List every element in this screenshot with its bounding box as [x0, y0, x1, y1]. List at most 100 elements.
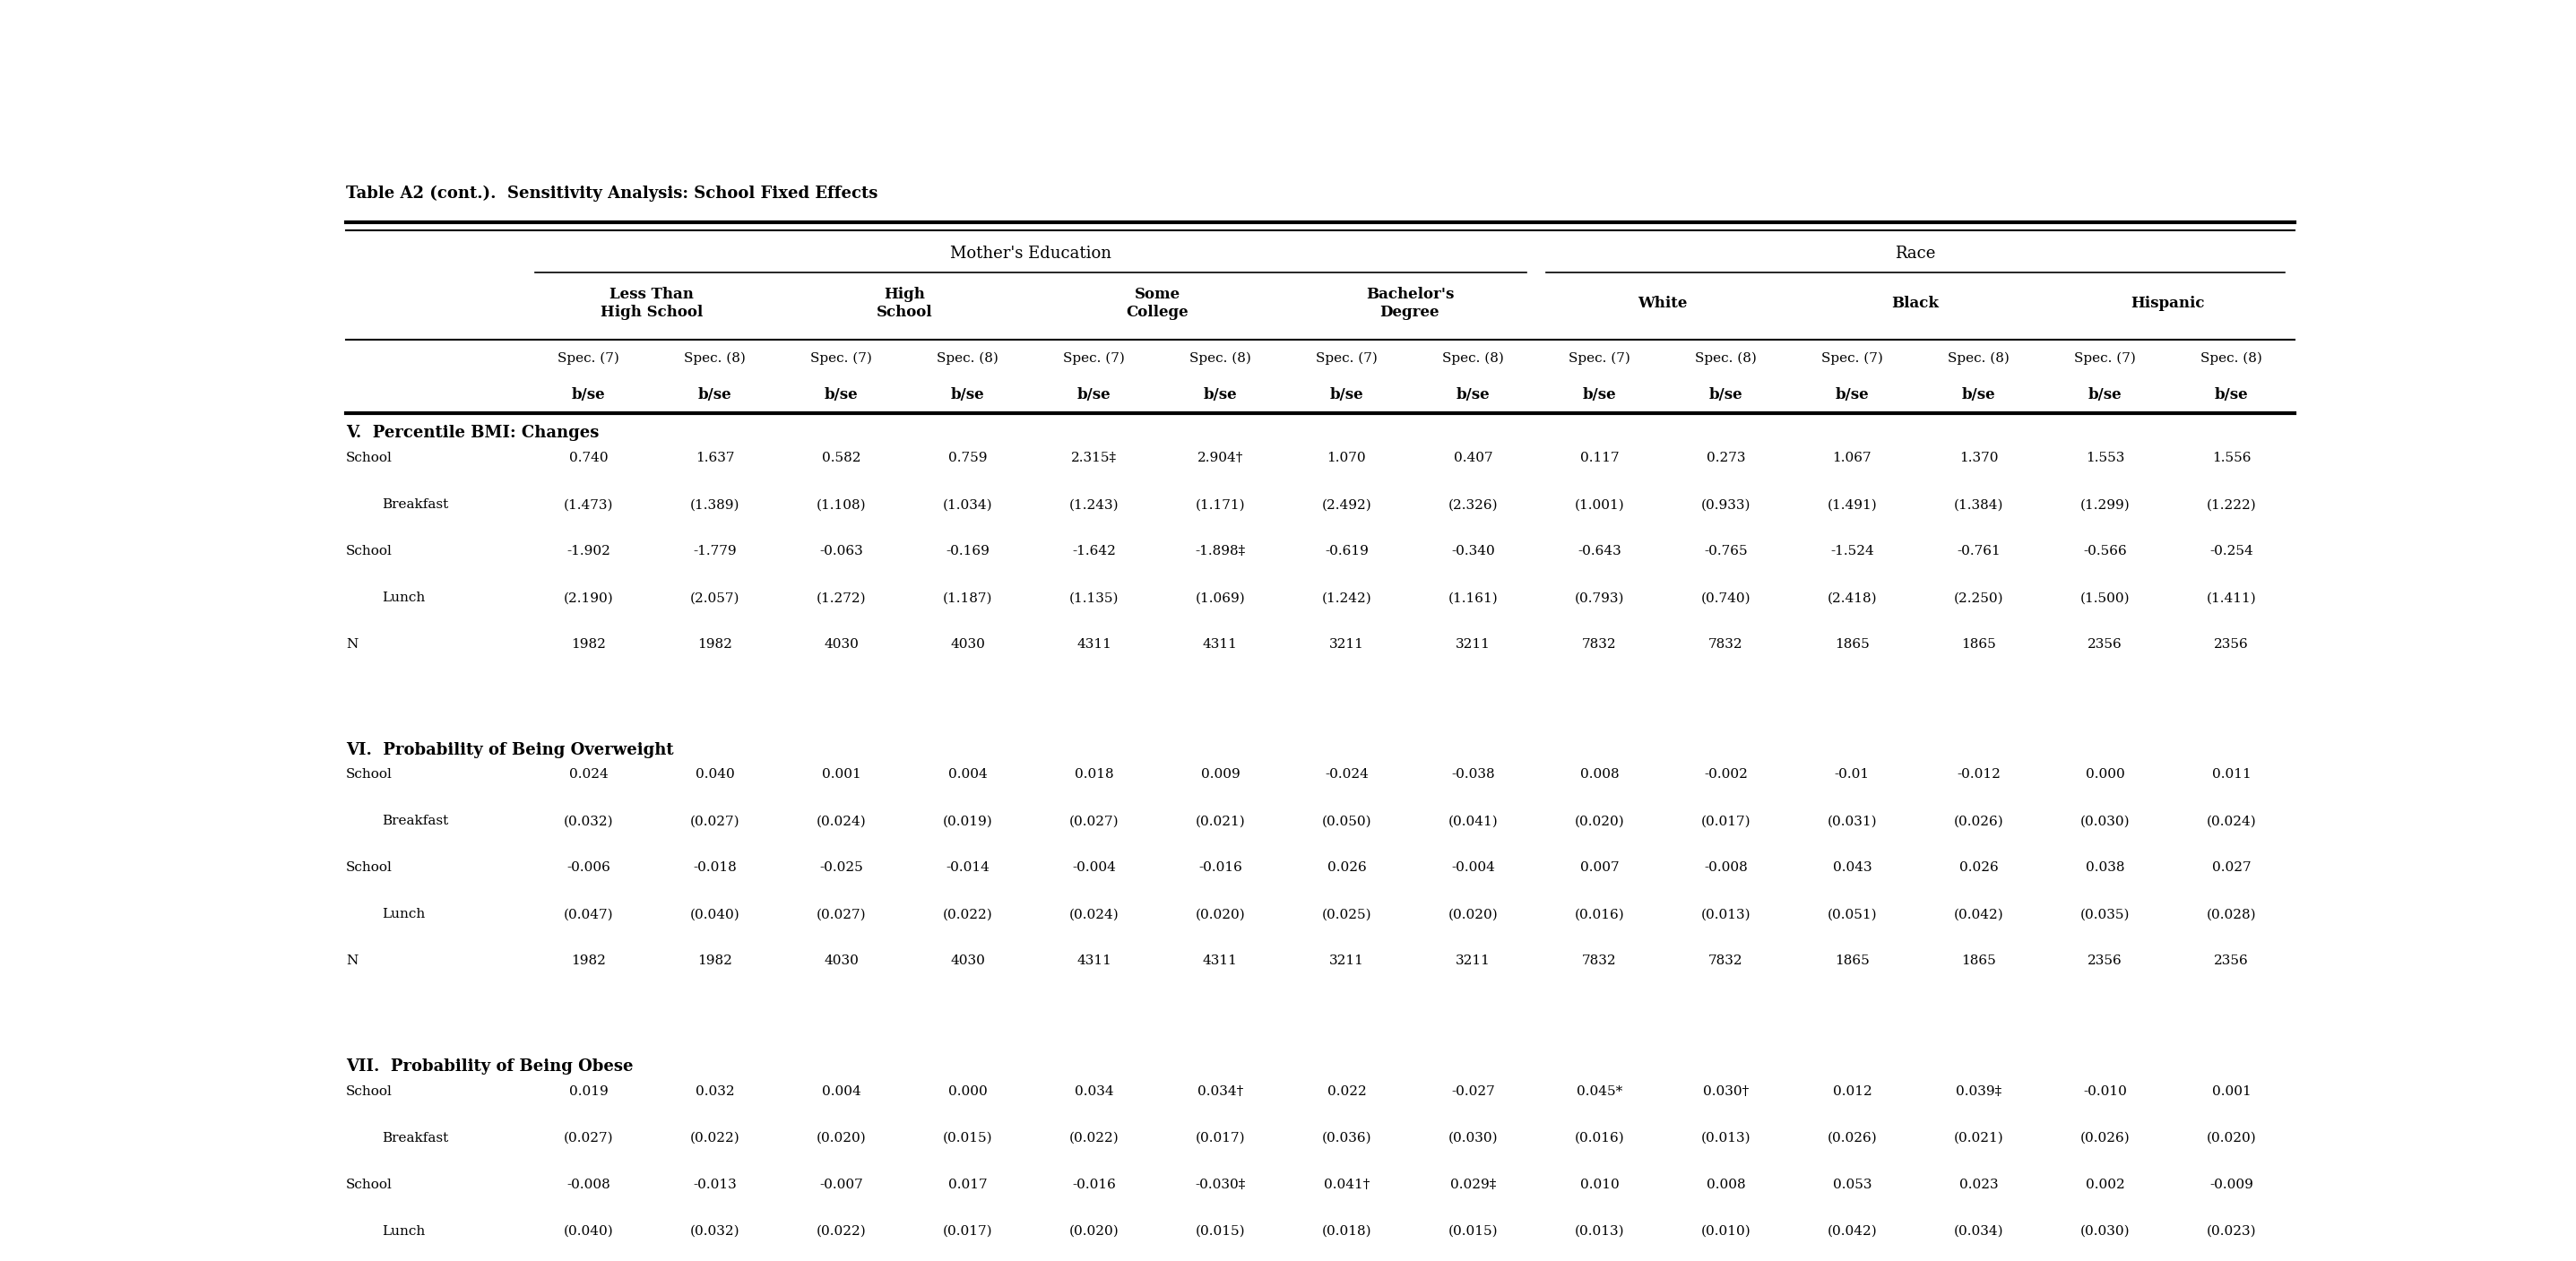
Text: 2356: 2356 — [2087, 638, 2123, 651]
Text: (0.027): (0.027) — [1069, 815, 1118, 827]
Text: 0.034†: 0.034† — [1198, 1084, 1244, 1097]
Text: 1865: 1865 — [1960, 955, 1996, 967]
Text: 0.040: 0.040 — [696, 768, 734, 781]
Text: 2356: 2356 — [2087, 955, 2123, 967]
Text: VI.  Probability of Being Overweight: VI. Probability of Being Overweight — [345, 741, 675, 758]
Text: (0.016): (0.016) — [1574, 908, 1625, 921]
Text: Hispanic: Hispanic — [2130, 295, 2205, 311]
Text: Some
College: Some College — [1126, 286, 1188, 320]
Text: 0.582: 0.582 — [822, 451, 860, 464]
Text: b/se: b/se — [1329, 387, 1363, 402]
Text: (0.021): (0.021) — [1195, 815, 1244, 827]
Text: (0.020): (0.020) — [1448, 908, 1499, 921]
Text: -0.004: -0.004 — [1072, 861, 1115, 874]
Text: 0.740: 0.740 — [569, 451, 608, 464]
Text: (0.022): (0.022) — [817, 1224, 866, 1237]
Text: (1.411): (1.411) — [2205, 591, 2257, 604]
Text: -0.340: -0.340 — [1450, 545, 1494, 557]
Text: 0.008: 0.008 — [1579, 768, 1618, 781]
Text: 4311: 4311 — [1203, 955, 1236, 967]
Text: b/se: b/se — [1455, 387, 1489, 402]
Text: (0.020): (0.020) — [817, 1131, 866, 1144]
Text: (0.023): (0.023) — [2205, 1224, 2257, 1237]
Text: 0.407: 0.407 — [1453, 451, 1492, 464]
Text: -0.007: -0.007 — [819, 1178, 863, 1190]
Text: 0.032: 0.032 — [696, 1084, 734, 1097]
Text: (0.016): (0.016) — [1574, 1131, 1625, 1144]
Text: Black: Black — [1891, 295, 1940, 311]
Text: 2.315‡: 2.315‡ — [1072, 451, 1118, 464]
Text: (0.050): (0.050) — [1321, 815, 1370, 827]
Text: -0.063: -0.063 — [819, 545, 863, 557]
Text: (2.057): (2.057) — [690, 591, 739, 604]
Text: (0.021): (0.021) — [1953, 1131, 2004, 1144]
Text: (2.326): (2.326) — [1448, 498, 1499, 511]
Text: -0.030‡: -0.030‡ — [1195, 1178, 1244, 1190]
Text: (0.026): (0.026) — [1826, 1131, 1878, 1144]
Text: School: School — [345, 768, 392, 781]
Text: (1.389): (1.389) — [690, 498, 739, 511]
Text: (1.171): (1.171) — [1195, 498, 1244, 511]
Text: -1.902: -1.902 — [567, 545, 611, 557]
Text: 1982: 1982 — [572, 955, 605, 967]
Text: (0.793): (0.793) — [1574, 591, 1625, 604]
Text: (1.187): (1.187) — [943, 591, 992, 604]
Text: School: School — [345, 1178, 392, 1190]
Text: 4311: 4311 — [1077, 955, 1110, 967]
Text: 7832: 7832 — [1582, 638, 1618, 651]
Text: Table A2 (cont.).  Sensitivity Analysis: School Fixed Effects: Table A2 (cont.). Sensitivity Analysis: … — [345, 185, 878, 202]
Text: -0.008: -0.008 — [567, 1178, 611, 1190]
Text: -0.002: -0.002 — [1703, 768, 1747, 781]
Text: Spec. (7): Spec. (7) — [1316, 352, 1378, 364]
Text: (0.019): (0.019) — [943, 815, 992, 827]
Text: 0.010: 0.010 — [1579, 1178, 1618, 1190]
Text: -0.008: -0.008 — [1703, 861, 1747, 874]
Text: 0.273: 0.273 — [1705, 451, 1747, 464]
Text: (0.933): (0.933) — [1700, 498, 1752, 511]
Text: (0.020): (0.020) — [2205, 1131, 2257, 1144]
Text: 4030: 4030 — [824, 955, 858, 967]
Text: -0.01: -0.01 — [1834, 768, 1870, 781]
Text: 0.022: 0.022 — [1327, 1084, 1365, 1097]
Text: Lunch: Lunch — [381, 591, 425, 604]
Text: b/se: b/se — [824, 387, 858, 402]
Text: 0.004: 0.004 — [822, 1084, 860, 1097]
Text: (0.032): (0.032) — [564, 815, 613, 827]
Text: -0.004: -0.004 — [1450, 861, 1494, 874]
Text: -0.010: -0.010 — [2084, 1084, 2128, 1097]
Text: (0.034): (0.034) — [1953, 1224, 2004, 1237]
Text: Bachelor's
Degree: Bachelor's Degree — [1365, 286, 1453, 320]
Text: N: N — [345, 955, 358, 967]
Text: b/se: b/se — [2215, 387, 2249, 402]
Text: 0.004: 0.004 — [948, 768, 987, 781]
Text: -0.016: -0.016 — [1072, 1178, 1115, 1190]
Text: (1.473): (1.473) — [564, 498, 613, 511]
Text: 3211: 3211 — [1455, 955, 1492, 967]
Text: -0.619: -0.619 — [1324, 545, 1368, 557]
Text: 7832: 7832 — [1582, 955, 1618, 967]
Text: -0.566: -0.566 — [2084, 545, 2128, 557]
Text: (0.027): (0.027) — [564, 1131, 613, 1144]
Text: (0.051): (0.051) — [1826, 908, 1878, 921]
Text: (0.041): (0.041) — [1448, 815, 1499, 827]
Text: 0.038: 0.038 — [2087, 861, 2125, 874]
Text: 4030: 4030 — [824, 638, 858, 651]
Text: High
School: High School — [876, 286, 933, 320]
Text: -0.038: -0.038 — [1450, 768, 1494, 781]
Text: (1.272): (1.272) — [817, 591, 866, 604]
Text: b/se: b/se — [698, 387, 732, 402]
Text: 0.000: 0.000 — [948, 1084, 987, 1097]
Text: 1865: 1865 — [1834, 955, 1870, 967]
Text: -0.025: -0.025 — [819, 861, 863, 874]
Text: -0.765: -0.765 — [1703, 545, 1747, 557]
Text: -0.169: -0.169 — [945, 545, 989, 557]
Text: Spec. (7): Spec. (7) — [811, 352, 873, 364]
Text: -0.018: -0.018 — [693, 861, 737, 874]
Text: b/se: b/se — [1708, 387, 1741, 402]
Text: 0.024: 0.024 — [569, 768, 608, 781]
Text: -0.013: -0.013 — [693, 1178, 737, 1190]
Text: (0.017): (0.017) — [1700, 815, 1752, 827]
Text: 0.017: 0.017 — [948, 1178, 987, 1190]
Text: -0.006: -0.006 — [567, 861, 611, 874]
Text: Less Than
High School: Less Than High School — [600, 286, 703, 320]
